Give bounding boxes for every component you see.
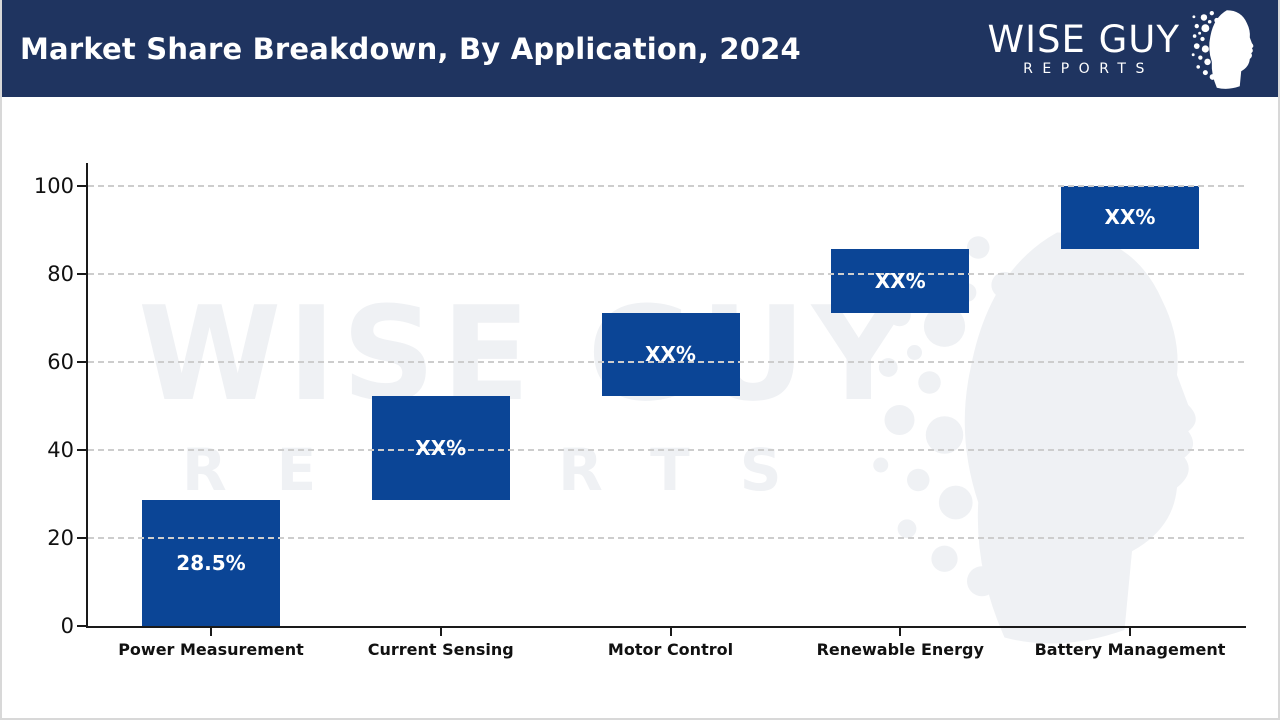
x-tick-mark <box>669 628 672 636</box>
page-title: Market Share Breakdown, By Application, … <box>20 31 801 66</box>
x-tick-mark <box>439 628 442 636</box>
bar-value-label: XX% <box>874 268 926 293</box>
y-tick-mark-80 <box>77 272 86 275</box>
bar-value-label: XX% <box>645 342 696 367</box>
x-tick-mark <box>899 628 902 636</box>
x-category-label: Current Sensing <box>367 640 514 659</box>
wiseguy-head-logo-icon <box>1191 9 1254 89</box>
y-tick-mark-60 <box>77 360 86 363</box>
bar-segment <box>601 312 740 397</box>
bar-segment <box>831 248 970 313</box>
header: Market Share Breakdown, By Application, … <box>0 0 1280 97</box>
bar-value-label: XX% <box>415 436 467 461</box>
y-axis-spine <box>86 163 88 628</box>
y-tick-mark-100 <box>77 184 86 187</box>
x-tick-mark <box>1129 628 1131 636</box>
x-category-label: Renewable Energy <box>816 640 984 659</box>
y-tick-label-60: 60 <box>47 349 74 374</box>
y-tick-mark-40 <box>77 448 86 451</box>
watermark-text-wise-guy: WISE GUY <box>138 278 912 430</box>
bar-value-label: 28.5% <box>176 551 246 576</box>
y-tick-label-100: 100 <box>33 173 74 198</box>
logo-wise-guy-label: WISE GUY <box>987 17 1180 61</box>
gridline-y-60 <box>88 360 1244 363</box>
logo-reports-label: REPORTS <box>1023 60 1154 77</box>
gridline-y-80 <box>88 272 1244 275</box>
y-tick-mark-0 <box>77 625 86 627</box>
y-tick-mark-20 <box>77 536 86 539</box>
bar-segment <box>1061 185 1199 249</box>
gridline-y-20 <box>88 536 1244 539</box>
y-tick-label-20: 20 <box>47 525 74 550</box>
y-tick-label-40: 40 <box>47 437 74 462</box>
y-tick-label-0: 0 <box>60 614 74 638</box>
x-category-label: Motor Control <box>607 640 734 659</box>
bar-segment <box>142 500 280 626</box>
y-tick-label-80: 80 <box>47 261 74 286</box>
gridline-y-40 <box>88 448 1244 451</box>
x-axis-spine <box>86 626 1246 628</box>
bar-value-label: XX% <box>1104 205 1156 230</box>
bar-segment <box>371 396 510 501</box>
x-category-label: Power Measurement <box>118 640 304 659</box>
wise-guy-reports-logo: WISE GUY REPORTS <box>988 6 1266 92</box>
x-category-label: Battery Management <box>1034 640 1226 659</box>
x-tick-mark <box>210 628 212 636</box>
logo-text: WISE GUY REPORTS <box>988 21 1180 77</box>
gridline-y-100 <box>88 184 1244 187</box>
